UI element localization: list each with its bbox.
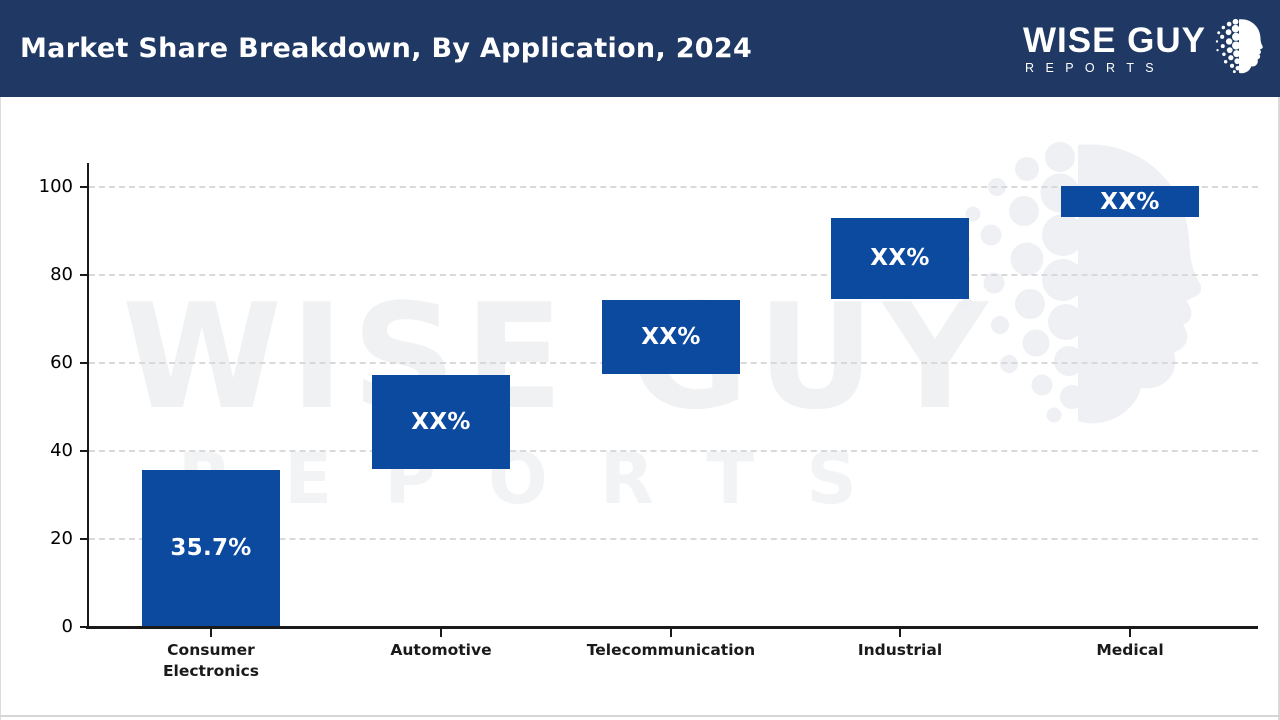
bar-consumer-electronics: 35.7% [142,469,280,627]
x-category-label: Medical [1096,641,1164,659]
bottom-border [0,715,1280,717]
y-tick-0 [80,625,89,629]
watermark-head-icon [958,142,1202,424]
x-axis-line [86,625,1258,629]
x-tick-1 [439,628,443,637]
x-category-label: Telecommunication [586,641,756,659]
bar-value-label: 35.7% [170,535,252,562]
y-tick-40 [80,449,89,453]
bar-value-label: XX% [1100,188,1160,215]
y-tick-label-0: 0 [61,616,73,637]
x-tick-3 [898,628,902,637]
y-tick-label-40: 40 [50,440,73,461]
gridline-20 [89,538,1258,540]
y-tick-label-60: 60 [50,352,73,373]
y-tick-100 [80,185,89,189]
bar-telecommunication: XX% [602,300,740,374]
gridline-40 [89,450,1258,452]
header-bar: Market Share Breakdown, By Application, … [0,0,1280,97]
x-category-label: Consumer Electronics [162,641,260,680]
wise-guy-reports-logo: WISE GUY R E P O R T S [1023,7,1268,91]
bar-value-label: XX% [641,324,701,351]
gridline-80 [89,274,1258,276]
y-tick-60 [80,361,89,365]
watermark-wordmark-line1: WISE GUY [122,273,996,442]
logo-head-icon [1215,18,1263,73]
bar-automotive: XX% [372,374,510,470]
x-category-label: Industrial [857,641,943,659]
x-tick-2 [669,628,673,637]
chart-title: Market Share Breakdown, By Application, … [20,33,753,64]
bar-medical: XX% [1061,186,1199,217]
bar-value-label: XX% [411,408,471,435]
y-tick-label-20: 20 [50,528,73,549]
bar-value-label: XX% [870,245,930,272]
y-tick-20 [80,537,89,541]
logo-wordmark-line1: WISE GUY [1022,20,1206,60]
x-category-label: Automotive [390,641,492,659]
gridline-100 [89,186,1258,188]
y-tick-80 [80,273,89,277]
x-tick-4 [1128,628,1132,637]
y-tick-label-100: 100 [38,176,73,197]
y-axis-line [86,163,89,629]
bar-industrial: XX% [831,217,969,300]
logo-wordmark: WISE GUY R E P O R T S [1023,23,1206,75]
x-tick-0 [209,628,213,637]
y-tick-label-80: 80 [50,264,73,285]
logo-wordmark-line2: R E P O R T S [1024,60,1158,75]
